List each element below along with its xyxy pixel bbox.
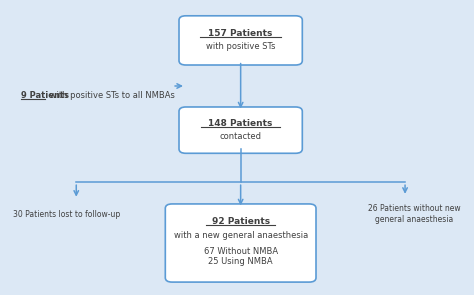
- Text: 148 Patients: 148 Patients: [209, 119, 273, 128]
- FancyBboxPatch shape: [165, 204, 316, 282]
- Text: 67 Without NMBA: 67 Without NMBA: [204, 247, 278, 256]
- Text: 157 Patients: 157 Patients: [209, 29, 273, 38]
- Text: 9 Patients: 9 Patients: [21, 91, 70, 100]
- Text: 26 Patients without new
general anaesthesia: 26 Patients without new general anaesthe…: [368, 204, 461, 224]
- Text: with a new general anaesthesia: with a new general anaesthesia: [173, 231, 308, 240]
- Text: with positive STs: with positive STs: [206, 42, 275, 51]
- Text: 30 Patients lost to follow-up: 30 Patients lost to follow-up: [13, 209, 121, 219]
- FancyBboxPatch shape: [179, 16, 302, 65]
- FancyBboxPatch shape: [179, 107, 302, 153]
- Text: with positive STs to all NMBAs: with positive STs to all NMBAs: [47, 91, 175, 100]
- Text: 25 Using NMBA: 25 Using NMBA: [209, 257, 273, 266]
- Text: contacted: contacted: [219, 132, 262, 141]
- Text: 92 Patients: 92 Patients: [211, 217, 270, 226]
